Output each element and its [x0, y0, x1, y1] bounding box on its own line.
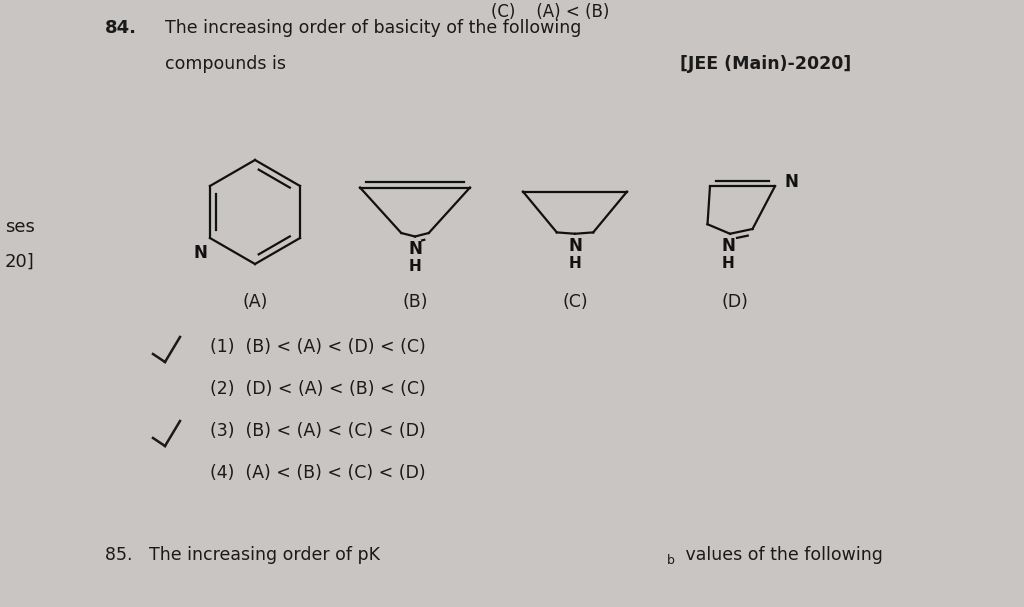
Text: 20]: 20]	[5, 253, 35, 271]
Text: 85.   The increasing order of pK: 85. The increasing order of pK	[105, 546, 380, 564]
Text: (2)  (D) < (A) < (B) < (C): (2) (D) < (A) < (B) < (C)	[210, 380, 426, 398]
Text: (4)  (A) < (B) < (C) < (D): (4) (A) < (B) < (C) < (D)	[210, 464, 426, 482]
Text: (D): (D)	[722, 293, 749, 311]
Text: (B): (B)	[402, 293, 428, 311]
Text: H: H	[409, 259, 421, 274]
Text: (C)    (A) < (B): (C) (A) < (B)	[490, 3, 609, 21]
Text: (C): (C)	[562, 293, 588, 311]
Text: N: N	[784, 173, 798, 191]
Text: (A): (A)	[243, 293, 267, 311]
Text: 84.: 84.	[105, 19, 137, 37]
Text: The increasing order of basicity of the following: The increasing order of basicity of the …	[165, 19, 582, 37]
Text: N: N	[721, 237, 735, 255]
Text: H: H	[722, 256, 734, 271]
Text: compounds is: compounds is	[165, 55, 286, 73]
Text: b: b	[667, 555, 675, 568]
Text: (1)  (B) < (A) < (D) < (C): (1) (B) < (A) < (D) < (C)	[210, 338, 426, 356]
Text: (3)  (B) < (A) < (C) < (D): (3) (B) < (A) < (C) < (D)	[210, 422, 426, 440]
Text: ses: ses	[5, 218, 35, 236]
Text: H: H	[568, 256, 582, 271]
Text: values of the following: values of the following	[680, 546, 883, 564]
Text: N: N	[408, 240, 422, 257]
Text: [JEE (Main)-2020]: [JEE (Main)-2020]	[680, 55, 851, 73]
Text: N: N	[568, 237, 582, 255]
Text: N: N	[194, 244, 207, 262]
